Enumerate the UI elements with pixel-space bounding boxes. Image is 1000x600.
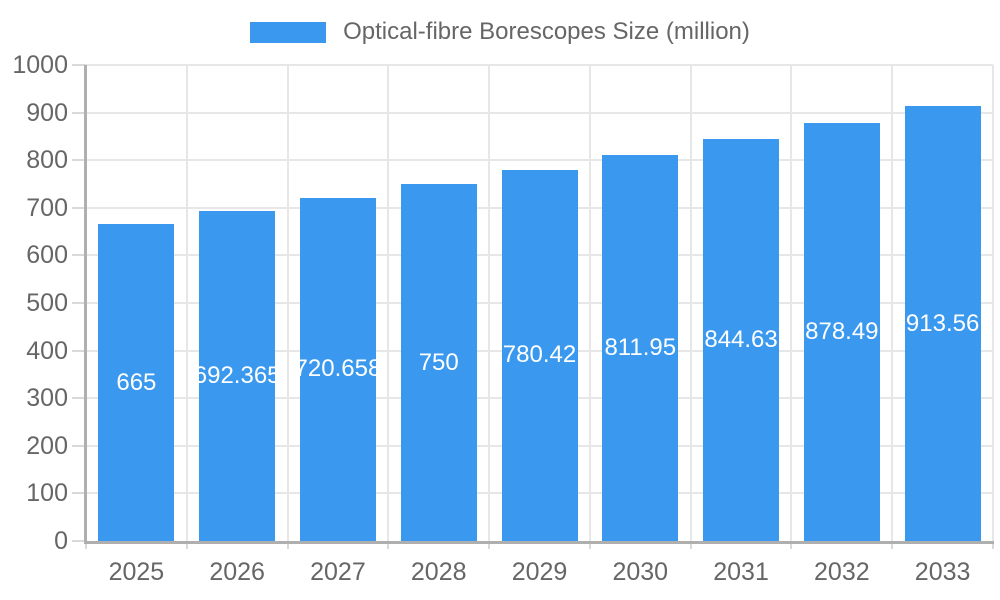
y-tick	[72, 492, 86, 495]
y-grid-line	[86, 64, 993, 66]
bar[interactable]	[501, 169, 578, 541]
x-tick	[85, 541, 87, 549]
v-grid-line	[185, 65, 188, 541]
v-grid-line	[790, 65, 793, 541]
x-tick	[891, 541, 894, 549]
y-axis-label: 300	[26, 384, 68, 413]
y-axis-label: 100	[26, 479, 68, 508]
x-axis-label: 2026	[209, 558, 265, 586]
legend-swatch	[250, 21, 327, 43]
bar[interactable]	[703, 138, 780, 541]
y-tick	[72, 444, 86, 447]
y-axis-line	[84, 65, 87, 544]
bar-value-label: 750	[418, 348, 459, 376]
x-axis-line	[84, 541, 994, 544]
bar[interactable]	[98, 224, 175, 541]
y-tick	[72, 302, 86, 304]
bar[interactable]	[400, 184, 477, 541]
y-tick	[72, 64, 86, 66]
bar[interactable]	[602, 154, 679, 541]
x-tick	[387, 541, 390, 549]
y-tick	[72, 254, 86, 257]
y-axis-label: 200	[26, 431, 68, 460]
x-axis-label: 2025	[108, 558, 165, 586]
y-tick	[72, 159, 86, 162]
v-grid-line	[286, 65, 289, 541]
bar-value-label: 692.365	[193, 362, 281, 390]
y-axis-label: 500	[26, 289, 68, 317]
y-tick	[72, 206, 86, 209]
bar-value-label: 720.658	[294, 355, 382, 383]
y-tick	[72, 349, 86, 352]
y-axis-label: 800	[26, 146, 68, 175]
y-axis-label: 0	[54, 527, 68, 555]
v-grid-line	[689, 65, 692, 541]
bar-value-label: 913.56	[905, 309, 980, 337]
y-axis-label: 600	[26, 241, 68, 270]
y-axis-label: 400	[26, 336, 68, 365]
y-axis-label: 700	[26, 193, 68, 222]
x-axis-label: 2028	[410, 558, 467, 586]
x-tick	[689, 541, 692, 549]
x-axis-label: 2030	[612, 558, 669, 586]
v-grid-line	[387, 65, 390, 541]
bar[interactable]	[199, 211, 276, 541]
x-axis-label: 2031	[713, 558, 769, 586]
x-tick	[185, 541, 188, 549]
bar[interactable]	[803, 122, 880, 541]
x-axis-label: 2032	[814, 558, 870, 586]
x-tick	[286, 541, 289, 549]
v-grid-line	[488, 65, 491, 541]
x-tick	[488, 541, 491, 549]
bar-value-label: 665	[116, 368, 157, 396]
legend-item[interactable]: Optical-fibre Borescopes Size (million)	[250, 18, 750, 46]
y-tick	[72, 111, 86, 114]
bar[interactable]	[904, 106, 981, 541]
y-grid-line	[86, 159, 993, 162]
x-tick	[588, 541, 591, 549]
x-axis-label: 2027	[310, 558, 366, 586]
legend: Optical-fibre Borescopes Size (million)	[0, 17, 1000, 47]
v-grid-line	[992, 65, 994, 541]
bar-value-label: 878.49	[805, 317, 879, 345]
bar-value-label: 844.63	[704, 325, 778, 353]
y-axis-label: 1000	[12, 51, 68, 79]
x-tick	[992, 541, 994, 549]
bar-value-label: 780.42	[502, 341, 577, 369]
bar[interactable]	[299, 197, 376, 541]
y-tick	[72, 397, 86, 400]
x-tick	[790, 541, 793, 549]
y-axis-label: 900	[26, 98, 68, 127]
x-axis-label: 2033	[914, 558, 971, 586]
v-grid-line	[588, 65, 591, 541]
bar-value-label: 811.95	[604, 333, 677, 361]
legend-label: Optical-fibre Borescopes Size (million)	[343, 18, 750, 45]
x-axis-label: 2029	[511, 558, 568, 586]
v-grid-line	[891, 65, 894, 541]
y-tick	[72, 540, 86, 542]
y-grid-line	[86, 111, 993, 114]
